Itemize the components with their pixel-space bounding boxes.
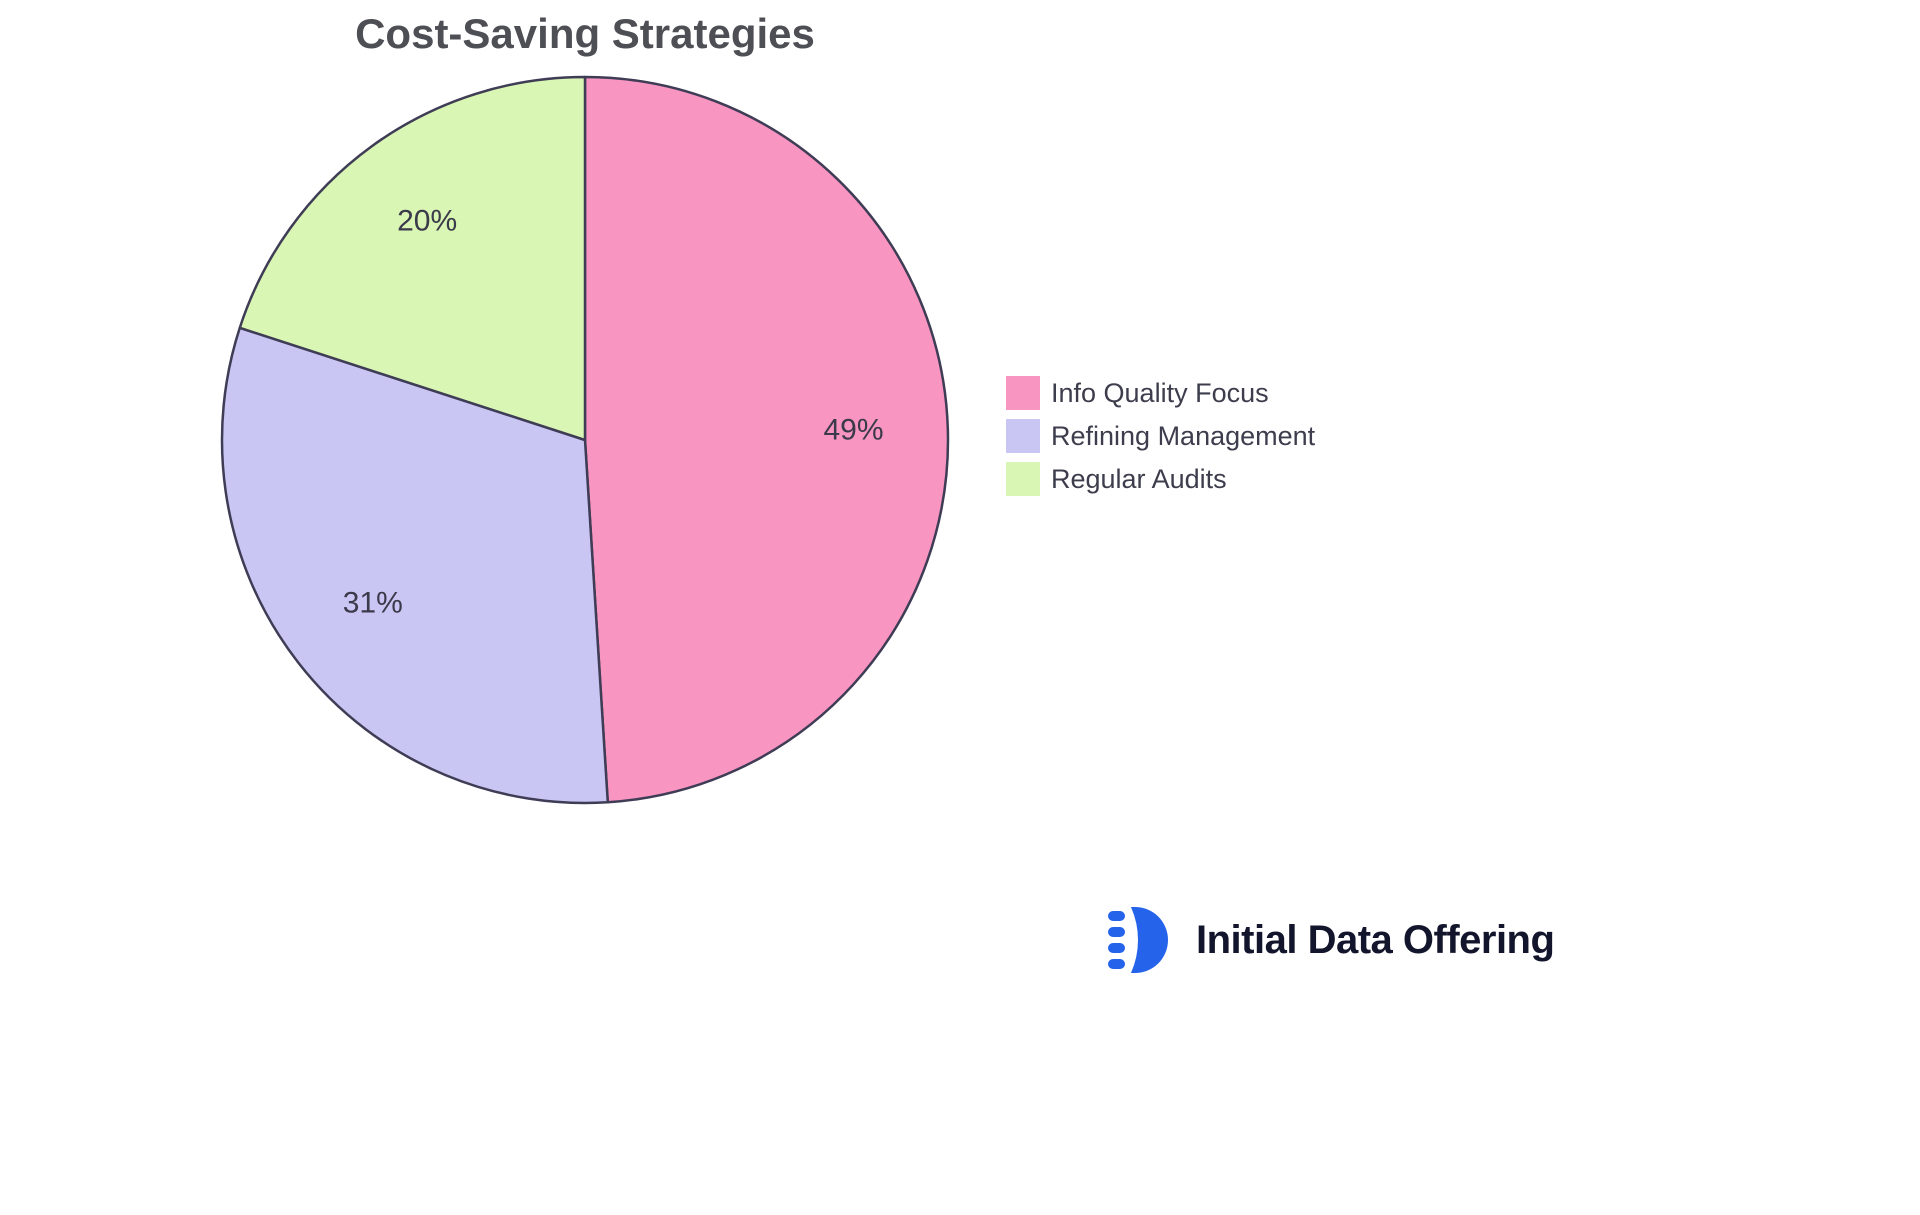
pie-slice-percentage: 31% xyxy=(343,587,403,620)
legend-label: Refining Management xyxy=(1051,420,1316,451)
legend-item: Regular Audits xyxy=(1006,462,1315,496)
pie-slice-percentage: 20% xyxy=(397,205,457,238)
legend-item: Refining Management xyxy=(1006,419,1315,453)
legend: Info Quality Focus Refining Management R… xyxy=(1006,376,1315,496)
brand-logo-text: Initial Data Offering xyxy=(1196,917,1555,962)
pie-slice xyxy=(220,326,610,805)
legend-label: Info Quality Focus xyxy=(1051,377,1269,408)
brand-footer: Initial Data Offering xyxy=(1108,905,1555,975)
legend-label: Regular Audits xyxy=(1051,463,1227,494)
pie-slice xyxy=(583,75,950,804)
legend-swatch xyxy=(1006,376,1040,410)
pie-slice-percentage: 49% xyxy=(823,413,883,446)
legend-swatch xyxy=(1006,462,1040,496)
legend-swatch xyxy=(1006,419,1040,453)
legend-item: Info Quality Focus xyxy=(1006,376,1315,410)
brand-logo-icon xyxy=(1108,907,1168,973)
pie-slice xyxy=(238,75,587,442)
chart-title: Cost-Saving Strategies xyxy=(355,10,815,57)
